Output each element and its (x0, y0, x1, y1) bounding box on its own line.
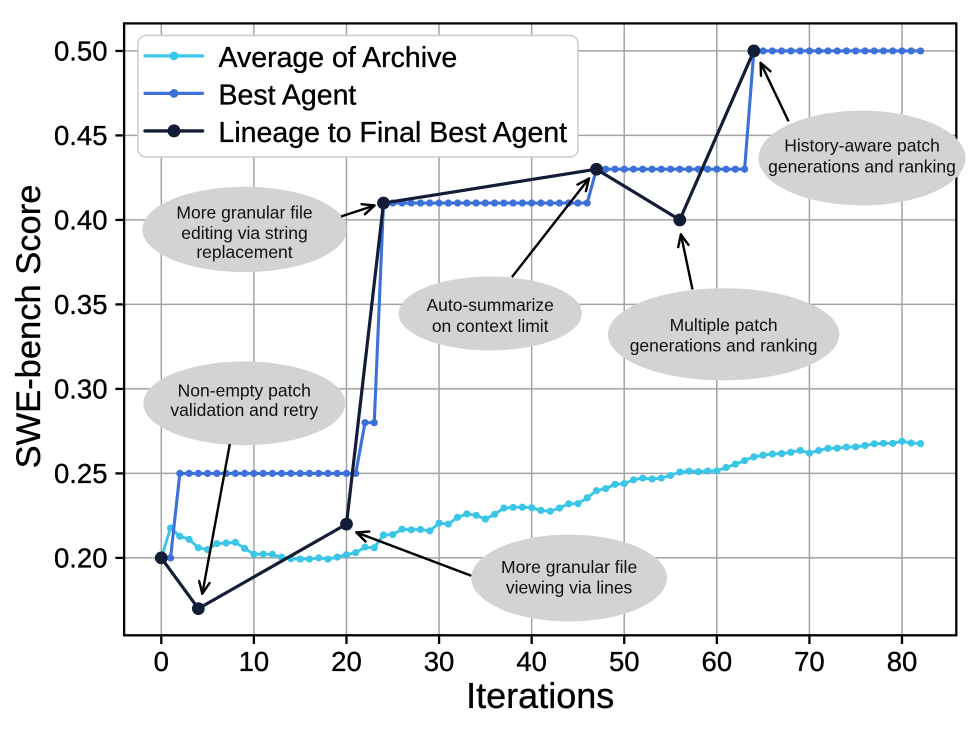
svg-text:validation and retry: validation and retry (170, 400, 318, 420)
svg-text:0.50: 0.50 (54, 35, 108, 66)
svg-text:on context limit: on context limit (432, 316, 549, 336)
svg-text:generations and ranking: generations and ranking (768, 156, 956, 176)
svg-text:Iterations: Iterations (466, 675, 614, 716)
svg-text:Auto-summarize: Auto-summarize (426, 295, 553, 315)
svg-text:40: 40 (516, 646, 547, 677)
svg-text:Non-empty patch: Non-empty patch (178, 381, 311, 401)
svg-text:0.45: 0.45 (54, 120, 108, 151)
svg-text:0.35: 0.35 (54, 289, 108, 320)
svg-text:Best Agent: Best Agent (219, 80, 357, 112)
svg-text:Lineage to Final Best Agent: Lineage to Final Best Agent (219, 117, 568, 149)
svg-text:0: 0 (154, 646, 169, 677)
svg-text:More granular file: More granular file (176, 203, 312, 223)
svg-text:More granular file: More granular file (501, 557, 637, 577)
svg-text:viewing via lines: viewing via lines (506, 578, 633, 598)
svg-text:20: 20 (331, 646, 362, 677)
svg-text:30: 30 (424, 646, 455, 677)
svg-text:10: 10 (239, 646, 270, 677)
svg-text:editing via string: editing via string (181, 223, 307, 243)
svg-text:generations and ranking: generations and ranking (630, 336, 818, 356)
svg-text:50: 50 (609, 646, 640, 677)
svg-text:70: 70 (794, 646, 825, 677)
svg-text:History-aware patch: History-aware patch (784, 136, 940, 156)
svg-text:0.40: 0.40 (54, 204, 108, 235)
svg-text:0.30: 0.30 (54, 373, 108, 404)
svg-text:SWE-bench Score: SWE-bench Score (10, 185, 48, 469)
svg-text:Multiple patch: Multiple patch (670, 315, 778, 335)
svg-text:Average of Archive: Average of Archive (219, 42, 458, 74)
svg-text:80: 80 (887, 646, 918, 677)
svg-text:60: 60 (702, 646, 733, 677)
svg-text:replacement: replacement (196, 242, 292, 262)
svg-text:0.25: 0.25 (54, 458, 108, 489)
svg-text:0.20: 0.20 (54, 542, 108, 573)
